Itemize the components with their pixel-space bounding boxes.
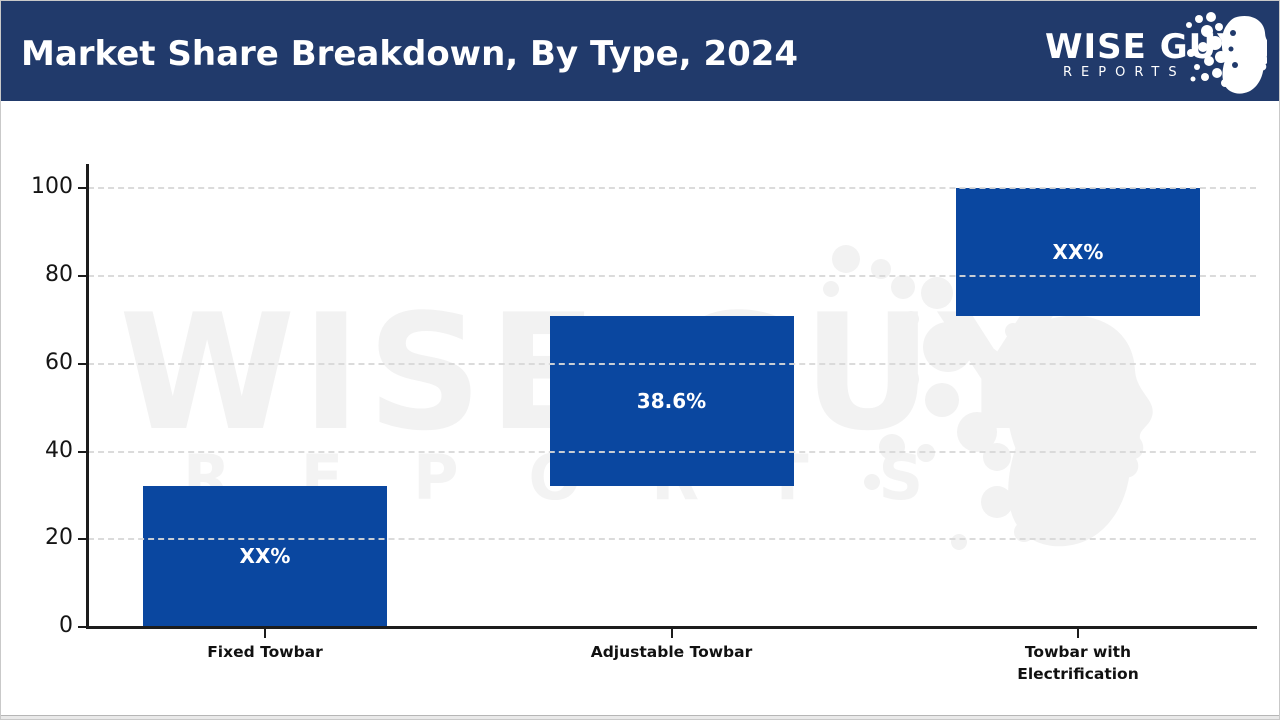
y-tick-mark — [78, 275, 87, 278]
y-tick-mark — [78, 362, 87, 365]
y-axis — [86, 164, 89, 627]
y-tick-label: 60 — [45, 349, 73, 375]
y-tick-label: 0 — [59, 613, 73, 638]
bar: XX% — [956, 188, 1200, 317]
gridline — [88, 538, 1256, 541]
bar: XX% — [143, 485, 387, 627]
x-category-label: Fixed Towbar — [207, 643, 323, 661]
logo: WISE GUY REPORTS — [1017, 7, 1267, 97]
logo-subtext: REPORTS — [1063, 65, 1186, 80]
y-tick-mark — [78, 187, 87, 190]
logo-head-icon — [1186, 12, 1267, 94]
y-tick-mark — [78, 538, 87, 541]
gridline — [88, 187, 1256, 190]
gridline — [88, 275, 1256, 278]
y-tick-label: 80 — [45, 262, 73, 288]
x-category-label: Towbar with Electrification — [1017, 643, 1139, 684]
x-tick-mark — [264, 629, 266, 638]
x-category-label: Adjustable Towbar — [590, 643, 753, 661]
gridline — [88, 362, 1256, 365]
y-tick-label: 40 — [45, 437, 73, 463]
x-tick-mark — [670, 629, 673, 638]
bar-value-label: XX% — [1052, 240, 1104, 265]
bar-value-label: XX% — [239, 544, 291, 569]
bar: 38.6% — [549, 316, 794, 486]
y-tick-label: 100 — [31, 174, 73, 200]
y-tick-label: 20 — [45, 525, 73, 551]
bottom-border — [1, 715, 1279, 719]
y-tick-mark — [78, 626, 87, 628]
x-axis — [86, 626, 1257, 629]
gridline — [88, 450, 1256, 453]
x-tick-mark — [1077, 629, 1079, 638]
page-title: Market Share Breakdown, By Type, 2024 — [21, 34, 799, 74]
y-tick-mark — [78, 450, 87, 453]
bar-value-label: 38.6% — [636, 389, 707, 414]
header: Market Share Breakdown, By Type, 2024 WI… — [1, 1, 1279, 101]
